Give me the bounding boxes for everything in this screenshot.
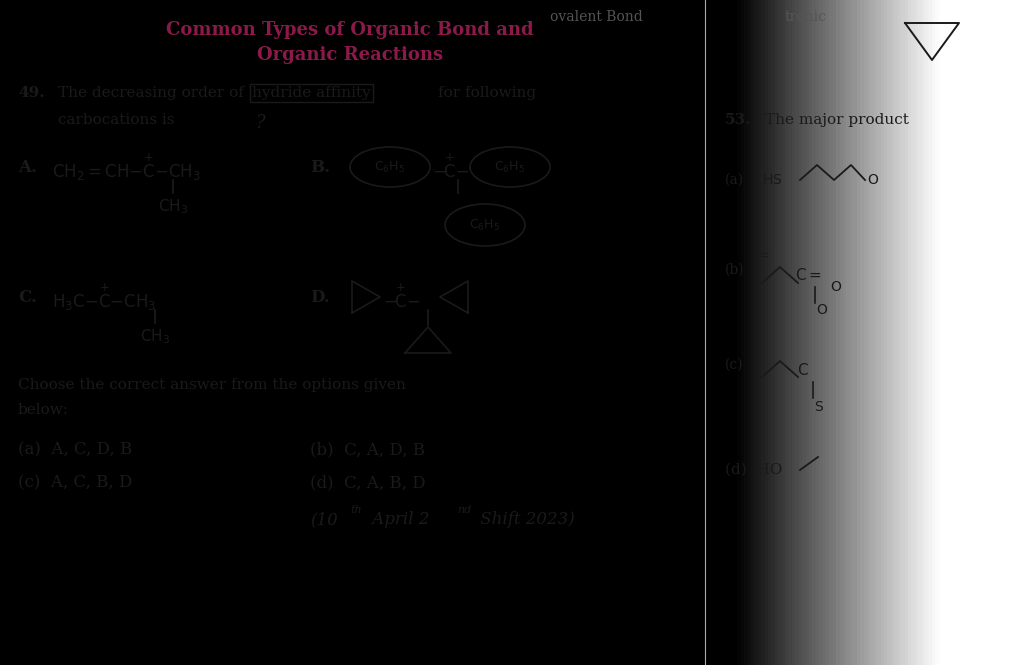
Text: Shift 2023): Shift 2023) — [475, 511, 574, 529]
Text: below:: below: — [18, 403, 69, 417]
Text: C.: C. — [18, 289, 37, 305]
Text: Choose the correct answer from the options given: Choose the correct answer from the optio… — [18, 378, 406, 392]
Text: $\mathrm{C_6H_5}$: $\mathrm{C_6H_5}$ — [469, 217, 501, 233]
Text: $\mathrm{C{=}}$: $\mathrm{C{=}}$ — [795, 267, 821, 283]
Text: $\mathrm{H_3C{-}\overset{+}{C}{-}CH_3}$: $\mathrm{H_3C{-}\overset{+}{C}{-}CH_3}$ — [52, 281, 157, 313]
Text: 49.: 49. — [18, 86, 45, 100]
Text: carbocations is: carbocations is — [58, 113, 174, 127]
Text: S: S — [814, 400, 822, 414]
Text: (d)  HO: (d) HO — [725, 463, 782, 477]
Text: 53.: 53. — [725, 113, 752, 127]
Text: $\mathrm{CH_2{=}CH{-}\overset{+}{C}{-}CH_3}$: $\mathrm{CH_2{=}CH{-}\overset{+}{C}{-}CH… — [52, 152, 201, 183]
Text: $\mathrm{CH_3}$: $\mathrm{CH_3}$ — [140, 328, 170, 346]
Text: th: th — [350, 505, 361, 515]
Text: $\mathrm{=}$: $\mathrm{=}$ — [755, 248, 770, 262]
Text: hydride affinity: hydride affinity — [252, 86, 371, 100]
Text: (c)  A, C, B, D: (c) A, C, B, D — [18, 475, 132, 491]
Text: A.: A. — [18, 158, 37, 176]
Text: $\mathrm{-\!\overset{+}{C}\!-}$: $\mathrm{-\!\overset{+}{C}\!-}$ — [383, 283, 421, 311]
Text: D.: D. — [310, 289, 330, 305]
Text: The major product: The major product — [765, 113, 909, 127]
Text: tronic: tronic — [785, 10, 827, 24]
Text: ?: ? — [255, 114, 264, 132]
Text: April 2: April 2 — [367, 511, 429, 529]
Text: $\mathrm{HS}$: $\mathrm{HS}$ — [762, 173, 782, 187]
Text: The decreasing order of: The decreasing order of — [58, 86, 244, 100]
Text: $\mathrm{C_6H_5}$: $\mathrm{C_6H_5}$ — [495, 160, 525, 174]
Text: $\mathrm{CH_3}$: $\mathrm{CH_3}$ — [158, 198, 188, 216]
Text: ovalent Bond: ovalent Bond — [550, 10, 643, 24]
Text: Common Types of Organic Bond and: Common Types of Organic Bond and — [166, 21, 534, 39]
Text: $\mathrm{-\!\overset{+}{C}\!-}$: $\mathrm{-\!\overset{+}{C}\!-}$ — [432, 153, 470, 182]
Text: (b): (b) — [725, 263, 744, 277]
Text: nd: nd — [457, 505, 471, 515]
Text: for following: for following — [438, 86, 537, 100]
Text: (b)  C, A, D, B: (b) C, A, D, B — [310, 442, 425, 458]
Text: O: O — [867, 173, 878, 187]
Text: B.: B. — [310, 158, 330, 176]
Text: (a)  A, C, D, B: (a) A, C, D, B — [18, 442, 132, 458]
Text: (10: (10 — [310, 511, 338, 529]
Text: $\mathrm{C_6H_5}$: $\mathrm{C_6H_5}$ — [375, 160, 406, 174]
Text: (a): (a) — [725, 173, 744, 187]
Text: $\mathrm{C}$: $\mathrm{C}$ — [797, 362, 809, 378]
Text: O: O — [830, 280, 841, 294]
Text: (c): (c) — [725, 358, 743, 372]
Text: O: O — [816, 303, 826, 317]
Text: Organic Reactions: Organic Reactions — [257, 46, 443, 64]
Text: (d)  C, A, B, D: (d) C, A, B, D — [310, 475, 426, 491]
